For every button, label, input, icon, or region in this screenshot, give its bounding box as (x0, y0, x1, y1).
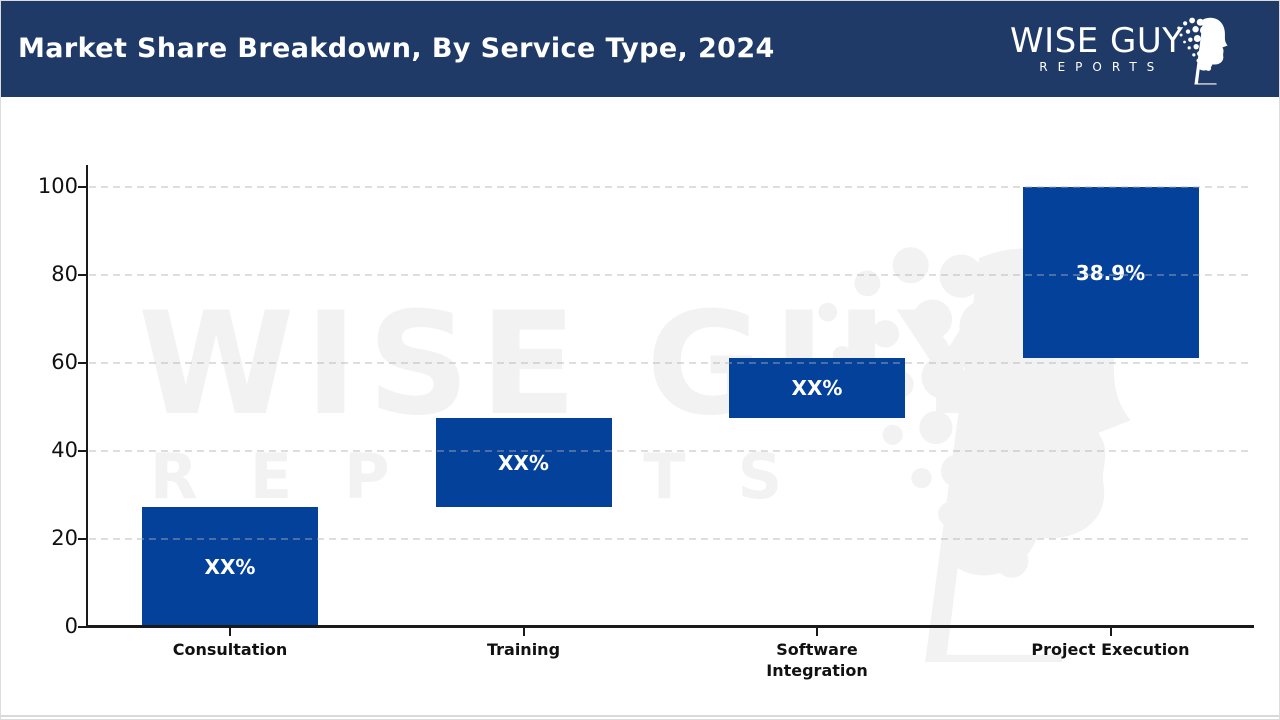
gridline (89, 186, 1253, 188)
bottom-divider (0, 715, 1280, 717)
header-bar: Market Share Breakdown, By Service Type,… (0, 0, 1280, 97)
x-axis-category-label: Software Integration (766, 640, 868, 680)
y-axis-tick-mark (78, 450, 86, 452)
y-axis-tick-label: 80 (51, 262, 78, 286)
y-axis-tick-mark (78, 274, 86, 276)
gridline (89, 362, 1253, 364)
brand-head-icon (1176, 17, 1228, 85)
bar-training[interactable]: XX% (435, 418, 612, 508)
gridline (89, 450, 1253, 452)
x-axis-tick-mark (229, 628, 231, 636)
x-axis-tick-mark (1109, 628, 1112, 636)
y-axis-tick-label: 60 (51, 350, 78, 374)
bar-consultation[interactable]: XX% (142, 507, 318, 627)
bar-project-execution[interactable]: 38.9% (1022, 187, 1199, 359)
brand-name: WISE GUY (1010, 20, 1184, 61)
y-axis-tick-label: 40 (51, 438, 78, 462)
x-axis-spine (86, 625, 1254, 628)
x-axis-category-label: Consultation (172, 640, 288, 659)
y-axis-tick-mark (78, 186, 86, 188)
x-axis-tick-mark (816, 628, 818, 636)
bar-software-integration[interactable]: XX% (729, 358, 905, 418)
x-axis-tick-mark (522, 628, 525, 636)
brand-logo: WISE GUY REPORTS (1010, 6, 1268, 92)
y-axis-tick-label: 20 (51, 526, 78, 550)
bar-value-label: 38.9% (1075, 260, 1146, 285)
brand-logo-text: WISE GUY REPORTS (1010, 20, 1184, 75)
y-axis-tick-mark (78, 538, 86, 540)
y-axis-spine (86, 165, 88, 628)
brand-subtitle: REPORTS (1039, 60, 1165, 75)
x-axis-category-label: Training (486, 640, 561, 659)
bar-value-label: XX% (204, 555, 256, 580)
bar-value-label: XX% (498, 450, 549, 475)
bar-value-label: XX% (791, 376, 843, 401)
gridline (89, 274, 1253, 276)
page-title: Market Share Breakdown, By Service Type,… (18, 33, 775, 64)
gridline (89, 538, 1253, 540)
y-axis-tick-label: 100 (37, 174, 78, 198)
y-axis-tick-mark (78, 626, 86, 628)
y-axis-tick-mark (78, 362, 86, 364)
x-axis-category-label: Project Execution (1031, 640, 1190, 659)
y-axis-tick-label: 0 (64, 614, 78, 638)
